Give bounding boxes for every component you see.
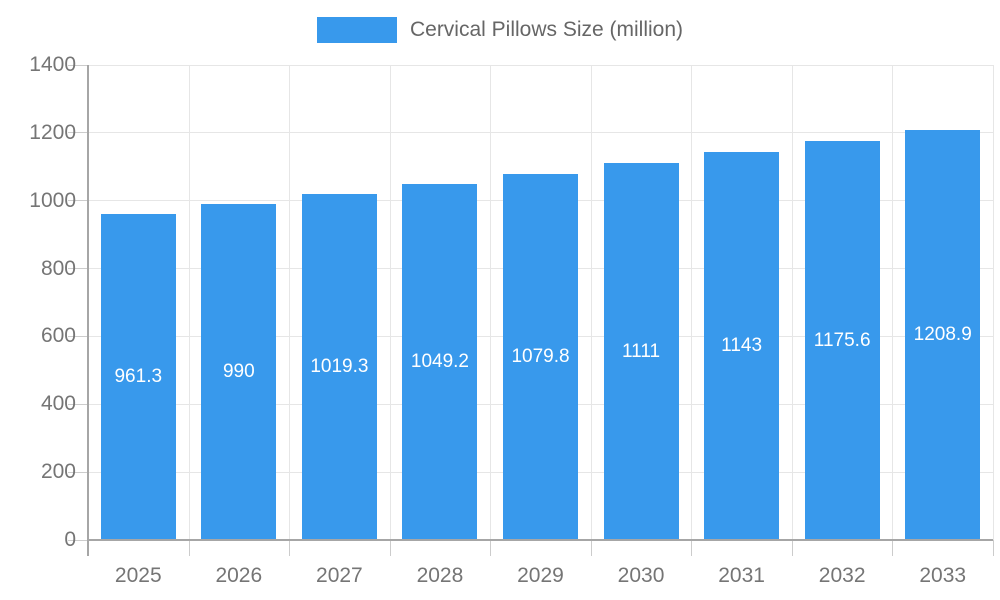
- bar-value-label: 1079.8: [511, 345, 570, 367]
- gridline-horizontal: [88, 64, 993, 66]
- x-tick-label: 2026: [215, 564, 263, 587]
- bar-value-label: 1175.6: [813, 329, 871, 351]
- x-axis-tick: [389, 540, 391, 556]
- gridline-vertical: [590, 65, 592, 540]
- x-axis-tick: [892, 540, 894, 556]
- legend-swatch-icon: [316, 17, 397, 43]
- bar-value-label: 1111: [622, 340, 661, 362]
- x-axis-tick: [993, 540, 994, 556]
- gridline-vertical: [791, 65, 793, 540]
- bar-2032[interactable]: [804, 141, 880, 539]
- y-axis-tick: [68, 64, 88, 66]
- y-tick-label: 600: [40, 324, 76, 348]
- x-axis-tick: [490, 540, 492, 556]
- bar-value-label: 1049.2: [410, 351, 469, 372]
- x-tick-label: 2027: [316, 564, 363, 587]
- x-axis-tick: [289, 540, 291, 556]
- bar-2031[interactable]: [704, 152, 780, 539]
- y-axis-tick: [68, 268, 88, 270]
- x-axis-tick: [188, 540, 190, 556]
- x-tick-label: 2033: [919, 564, 967, 587]
- gridline-vertical: [490, 65, 492, 540]
- bar-2033[interactable]: [905, 129, 981, 539]
- bar-2030[interactable]: [603, 163, 679, 539]
- x-tick-label: 2029: [517, 564, 564, 587]
- y-tick-label: 0: [64, 528, 76, 551]
- bar-2029[interactable]: [503, 173, 578, 539]
- y-tick-label: 400: [40, 392, 76, 416]
- gridline-vertical: [289, 65, 291, 540]
- x-axis-line: [88, 539, 993, 541]
- gridline-vertical: [892, 65, 894, 540]
- gridline-vertical: [691, 65, 693, 540]
- y-tick-label: 1400: [29, 53, 76, 76]
- gridline-horizontal: [88, 132, 993, 134]
- y-tick-label: 200: [40, 460, 76, 484]
- bar-2028[interactable]: [402, 184, 478, 539]
- y-axis-line: [87, 65, 89, 556]
- x-tick-label: 2028: [416, 564, 464, 587]
- bar-value-label: 1019.3: [310, 356, 369, 378]
- legend-label: Cervical Pillows Size (million): [409, 18, 684, 41]
- bar-2026[interactable]: [201, 204, 277, 539]
- y-tick-label: 1200: [29, 120, 76, 144]
- bar-value-label: 961.3: [114, 365, 163, 387]
- y-axis-tick: [68, 132, 88, 134]
- gridline-vertical: [993, 65, 994, 540]
- bar-value-label: 990: [222, 361, 255, 383]
- y-axis-tick: [68, 200, 88, 202]
- x-axis-tick: [791, 540, 793, 556]
- y-tick-label: 1000: [29, 188, 76, 212]
- x-tick-label: 2030: [617, 564, 665, 587]
- legend: Cervical Pillows Size (million): [0, 17, 1000, 43]
- gridline-vertical: [188, 65, 190, 540]
- x-tick-label: 2031: [718, 564, 765, 587]
- x-axis-tick: [691, 540, 693, 556]
- y-axis-tick: [68, 539, 88, 541]
- bar-2025[interactable]: [100, 213, 176, 539]
- legend-item[interactable]: Cervical Pillows Size (million): [316, 17, 684, 43]
- x-axis-tick: [590, 540, 592, 556]
- bar-2027[interactable]: [301, 194, 377, 539]
- y-axis-tick: [68, 335, 88, 337]
- x-tick-label: 2032: [818, 564, 866, 587]
- y-axis-tick: [68, 471, 88, 473]
- y-axis-tick: [68, 403, 88, 405]
- y-tick-label: 800: [40, 256, 76, 280]
- x-tick-label: 2025: [114, 564, 162, 587]
- bar-value-label: 1143: [721, 335, 763, 357]
- bar-value-label: 1208.9: [913, 323, 972, 345]
- gridline-vertical: [389, 65, 391, 540]
